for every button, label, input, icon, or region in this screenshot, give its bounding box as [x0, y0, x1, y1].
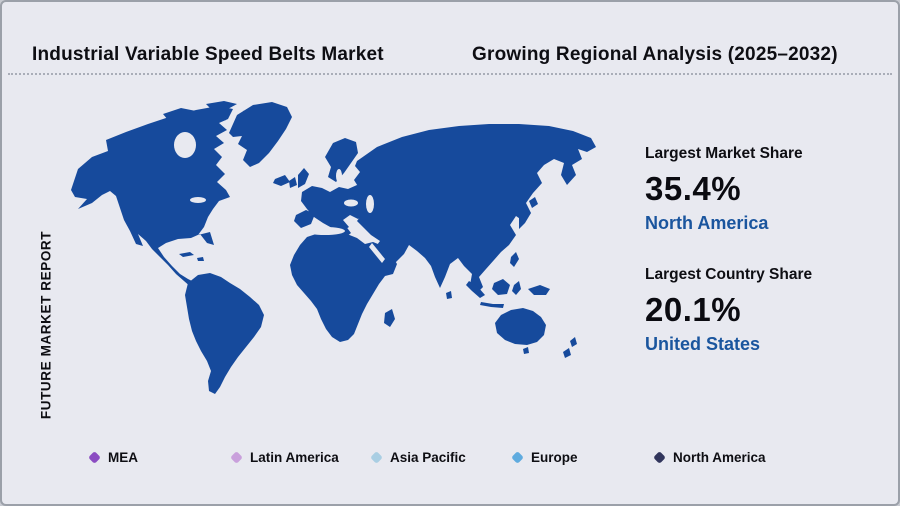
- continent-north-america: [71, 106, 233, 293]
- legend-item-north-america: North America: [653, 448, 766, 466]
- page-title-market: Industrial Variable Speed Belts Market: [32, 44, 384, 65]
- brand-vertical-label: FUTURE MARKET REPORT: [38, 230, 54, 420]
- stat-value: 20.1%: [645, 291, 742, 328]
- stat-label: Largest Market Share: [645, 145, 803, 162]
- legend-label: MEA: [108, 449, 138, 465]
- japan: [519, 197, 538, 229]
- inland-seas: [174, 132, 385, 263]
- philippines: [510, 252, 519, 267]
- stat-largest-market-share: Largest Market Share 35.4% North America: [645, 145, 895, 234]
- stat-label: Largest Country Share: [645, 266, 813, 283]
- scandinavia: [325, 138, 358, 182]
- caribbean-islands: [179, 252, 204, 261]
- legend-label: North America: [673, 449, 766, 465]
- stat-value: 35.4%: [645, 170, 742, 207]
- legend-item-latin-america: Latin America: [230, 448, 339, 466]
- legend-swatch-asia-pacific: [370, 450, 383, 464]
- stat-region: North America: [645, 213, 769, 233]
- legend-item-asia-pacific: Asia Pacific: [370, 448, 466, 466]
- indonesia-new-guinea: [466, 279, 550, 308]
- legend-item-mea: MEA: [88, 448, 138, 466]
- new-zealand: [563, 337, 577, 358]
- continent-australia: [495, 308, 546, 354]
- legend-swatch-mea: [88, 450, 101, 464]
- legend-swatch-europe: [511, 450, 524, 464]
- legend-label: Europe: [531, 449, 578, 465]
- sri-lanka: [446, 291, 452, 299]
- continent-africa: [290, 231, 397, 342]
- madagascar: [384, 309, 395, 327]
- legend-swatch-latin-america: [230, 450, 243, 464]
- arctic-islands: [163, 101, 263, 124]
- legend-label: Latin America: [250, 449, 339, 465]
- legend-label: Asia Pacific: [390, 449, 466, 465]
- iceland: [273, 175, 290, 186]
- continent-asia: [348, 124, 596, 294]
- world-map: [71, 101, 596, 394]
- legend-swatch-north-america: [653, 450, 666, 464]
- page-title-analysis: Growing Regional Analysis (2025–2032): [472, 44, 838, 65]
- stat-region: United States: [645, 334, 761, 354]
- greenland: [229, 102, 292, 167]
- continent-south-america: [185, 273, 264, 394]
- stat-largest-country-share: Largest Country Share 20.1% United State…: [645, 266, 895, 355]
- dotted-divider: [8, 73, 892, 75]
- legend-item-europe: Europe: [511, 448, 578, 466]
- british-isles: [289, 168, 309, 188]
